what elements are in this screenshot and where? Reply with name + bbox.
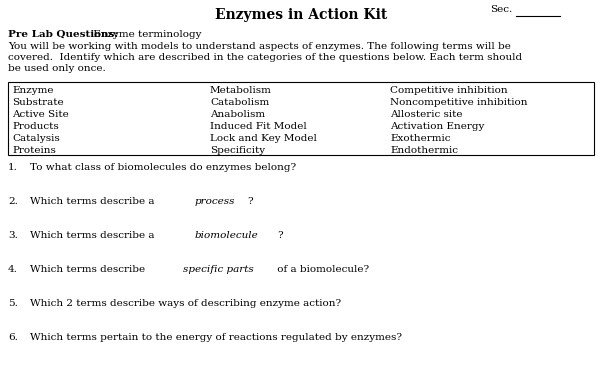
Text: Pre Lab Questions:: Pre Lab Questions: — [8, 30, 118, 39]
Text: be used only once.: be used only once. — [8, 64, 106, 73]
Text: ?: ? — [247, 197, 253, 206]
Text: Sec.: Sec. — [490, 5, 512, 14]
Text: Induced Fit Model: Induced Fit Model — [210, 122, 307, 131]
Text: 6.: 6. — [8, 333, 18, 342]
FancyBboxPatch shape — [8, 82, 594, 155]
Text: Metabolism: Metabolism — [210, 86, 272, 95]
Text: You will be working with models to understand aspects of enzymes. The following : You will be working with models to under… — [8, 42, 511, 51]
Text: Enzyme terminology: Enzyme terminology — [90, 30, 202, 39]
Text: Catalysis: Catalysis — [12, 134, 60, 143]
Text: 4.: 4. — [8, 265, 18, 274]
Text: 3.: 3. — [8, 231, 18, 240]
Text: Enzymes in Action Kit: Enzymes in Action Kit — [215, 8, 387, 22]
Text: Specificity: Specificity — [210, 146, 265, 155]
Text: Catabolism: Catabolism — [210, 98, 269, 107]
Text: Activation Energy: Activation Energy — [390, 122, 485, 131]
Text: Proteins: Proteins — [12, 146, 56, 155]
Text: Which terms describe a: Which terms describe a — [30, 231, 158, 240]
Text: 5.: 5. — [8, 299, 18, 308]
Text: Which terms describe: Which terms describe — [30, 265, 148, 274]
Text: Endothermic: Endothermic — [390, 146, 458, 155]
Text: Which 2 terms describe ways of describing enzyme action?: Which 2 terms describe ways of describin… — [30, 299, 341, 308]
Text: Exothermic: Exothermic — [390, 134, 450, 143]
Text: Lock and Key Model: Lock and Key Model — [210, 134, 317, 143]
Text: Anabolism: Anabolism — [210, 110, 265, 119]
Text: 1.: 1. — [8, 163, 18, 172]
Text: To what class of biomolecules do enzymes belong?: To what class of biomolecules do enzymes… — [30, 163, 296, 172]
Text: Products: Products — [12, 122, 59, 131]
Text: Substrate: Substrate — [12, 98, 64, 107]
Text: covered.  Identify which are described in the categories of the questions below.: covered. Identify which are described in… — [8, 53, 522, 62]
Text: process: process — [195, 197, 235, 206]
Text: biomolecule: biomolecule — [195, 231, 259, 240]
Text: Enzyme: Enzyme — [12, 86, 54, 95]
Text: ?: ? — [277, 231, 283, 240]
Text: Competitive inhibition: Competitive inhibition — [390, 86, 507, 95]
Text: Which terms pertain to the energy of reactions regulated by enzymes?: Which terms pertain to the energy of rea… — [30, 333, 402, 342]
Text: Active Site: Active Site — [12, 110, 69, 119]
Text: Noncompetitive inhibition: Noncompetitive inhibition — [390, 98, 527, 107]
Text: of a biomolecule?: of a biomolecule? — [274, 265, 369, 274]
Text: Which terms describe a: Which terms describe a — [30, 197, 158, 206]
Text: Allosteric site: Allosteric site — [390, 110, 462, 119]
Text: 2.: 2. — [8, 197, 18, 206]
Text: specific parts: specific parts — [183, 265, 253, 274]
